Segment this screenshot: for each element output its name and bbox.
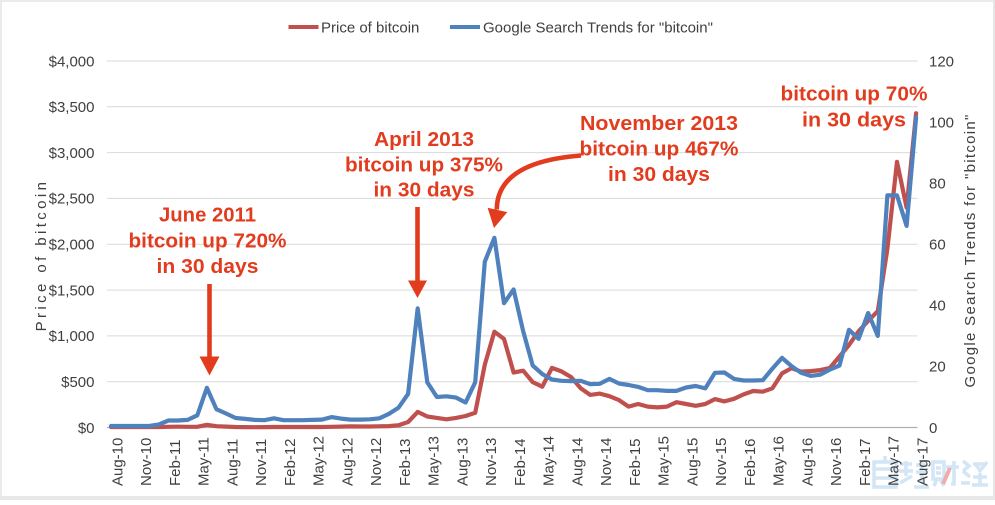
svg-text:Feb-14: Feb-14 (512, 438, 529, 486)
svg-text:$3,500: $3,500 (49, 99, 95, 116)
svg-text:$0: $0 (78, 420, 95, 437)
svg-text:Nov-16: Nov-16 (828, 438, 845, 486)
svg-text:Nov-13: Nov-13 (483, 438, 500, 486)
svg-text:in 30 days: in 30 days (802, 108, 906, 131)
svg-text:bitcoin up 375%: bitcoin up 375% (345, 154, 503, 177)
svg-text:$2,500: $2,500 (49, 191, 95, 208)
svg-text:Feb-13: Feb-13 (397, 438, 414, 486)
svg-text:bitcoin up 70%: bitcoin up 70% (781, 83, 928, 106)
svg-text:May-17: May-17 (886, 436, 903, 486)
svg-text:Google Search Trends for "bitc: Google Search Trends for "bitcoin" (483, 20, 713, 37)
svg-text:$4,000: $4,000 (49, 53, 95, 70)
svg-text:bitcoin up 720%: bitcoin up 720% (129, 229, 287, 252)
svg-text:Nov-15: Nov-15 (713, 438, 730, 486)
svg-text:0: 0 (929, 420, 937, 437)
svg-text:Aug-14: Aug-14 (569, 438, 586, 486)
svg-text:100: 100 (929, 114, 954, 131)
svg-text:Aug-13: Aug-13 (454, 438, 471, 486)
svg-text:May-11: May-11 (196, 437, 213, 486)
svg-text:Nov-12: Nov-12 (368, 438, 385, 486)
svg-text:in 30 days: in 30 days (608, 163, 710, 186)
svg-text:Aug-16: Aug-16 (799, 438, 816, 486)
svg-text:in 30 days: in 30 days (374, 178, 475, 201)
svg-text:Aug-10: Aug-10 (109, 438, 126, 486)
svg-text:Aug-17: Aug-17 (914, 438, 931, 486)
svg-text:$1,000: $1,000 (49, 328, 95, 345)
svg-text:Price of bitcoin: Price of bitcoin (33, 179, 50, 332)
svg-text:May-14: May-14 (541, 436, 558, 486)
svg-text:Price of bitcoin: Price of bitcoin (321, 20, 419, 37)
svg-text:80: 80 (929, 176, 946, 193)
svg-text:Feb-11: Feb-11 (167, 440, 184, 486)
svg-text:Nov-14: Nov-14 (598, 438, 615, 486)
svg-text:in 30 days: in 30 days (157, 255, 259, 278)
svg-text:Aug-12: Aug-12 (339, 438, 356, 486)
svg-text:bitcoin up 467%: bitcoin up 467% (580, 138, 739, 161)
svg-text:May-15: May-15 (656, 436, 673, 486)
svg-text:Feb-17: Feb-17 (857, 438, 874, 486)
svg-text:Nov-10: Nov-10 (138, 438, 155, 486)
svg-text:June 2011: June 2011 (159, 204, 256, 227)
svg-text:$2,000: $2,000 (49, 237, 95, 254)
svg-text:40: 40 (929, 298, 946, 315)
svg-text:Aug-11: Aug-11 (224, 439, 241, 486)
svg-text:$500: $500 (61, 374, 94, 391)
svg-text:May-12: May-12 (311, 436, 328, 486)
svg-text:November 2013: November 2013 (580, 112, 738, 135)
svg-text:Feb-16: Feb-16 (742, 438, 759, 486)
svg-text:120: 120 (929, 53, 954, 70)
svg-text:$1,500: $1,500 (49, 282, 95, 299)
svg-text:Feb-12: Feb-12 (282, 438, 299, 486)
svg-text:May-13: May-13 (426, 436, 443, 486)
svg-text:Feb-15: Feb-15 (627, 438, 644, 486)
svg-text:May-16: May-16 (771, 436, 788, 486)
svg-text:20: 20 (929, 359, 946, 376)
svg-text:60: 60 (929, 237, 946, 254)
svg-text:April 2013: April 2013 (374, 128, 474, 151)
svg-text:$3,000: $3,000 (49, 145, 95, 162)
svg-text:Nov-11: Nov-11 (253, 439, 270, 486)
svg-text:Google Search Trends for "bitc: Google Search Trends for "bitcoin" (962, 113, 979, 387)
svg-text:Aug-15: Aug-15 (684, 438, 701, 486)
